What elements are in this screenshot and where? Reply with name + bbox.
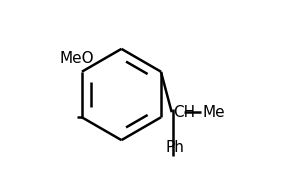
Text: Ph: Ph — [165, 140, 184, 155]
Text: CH: CH — [173, 105, 195, 120]
Text: Me: Me — [202, 105, 225, 120]
Text: MeO: MeO — [59, 51, 94, 66]
